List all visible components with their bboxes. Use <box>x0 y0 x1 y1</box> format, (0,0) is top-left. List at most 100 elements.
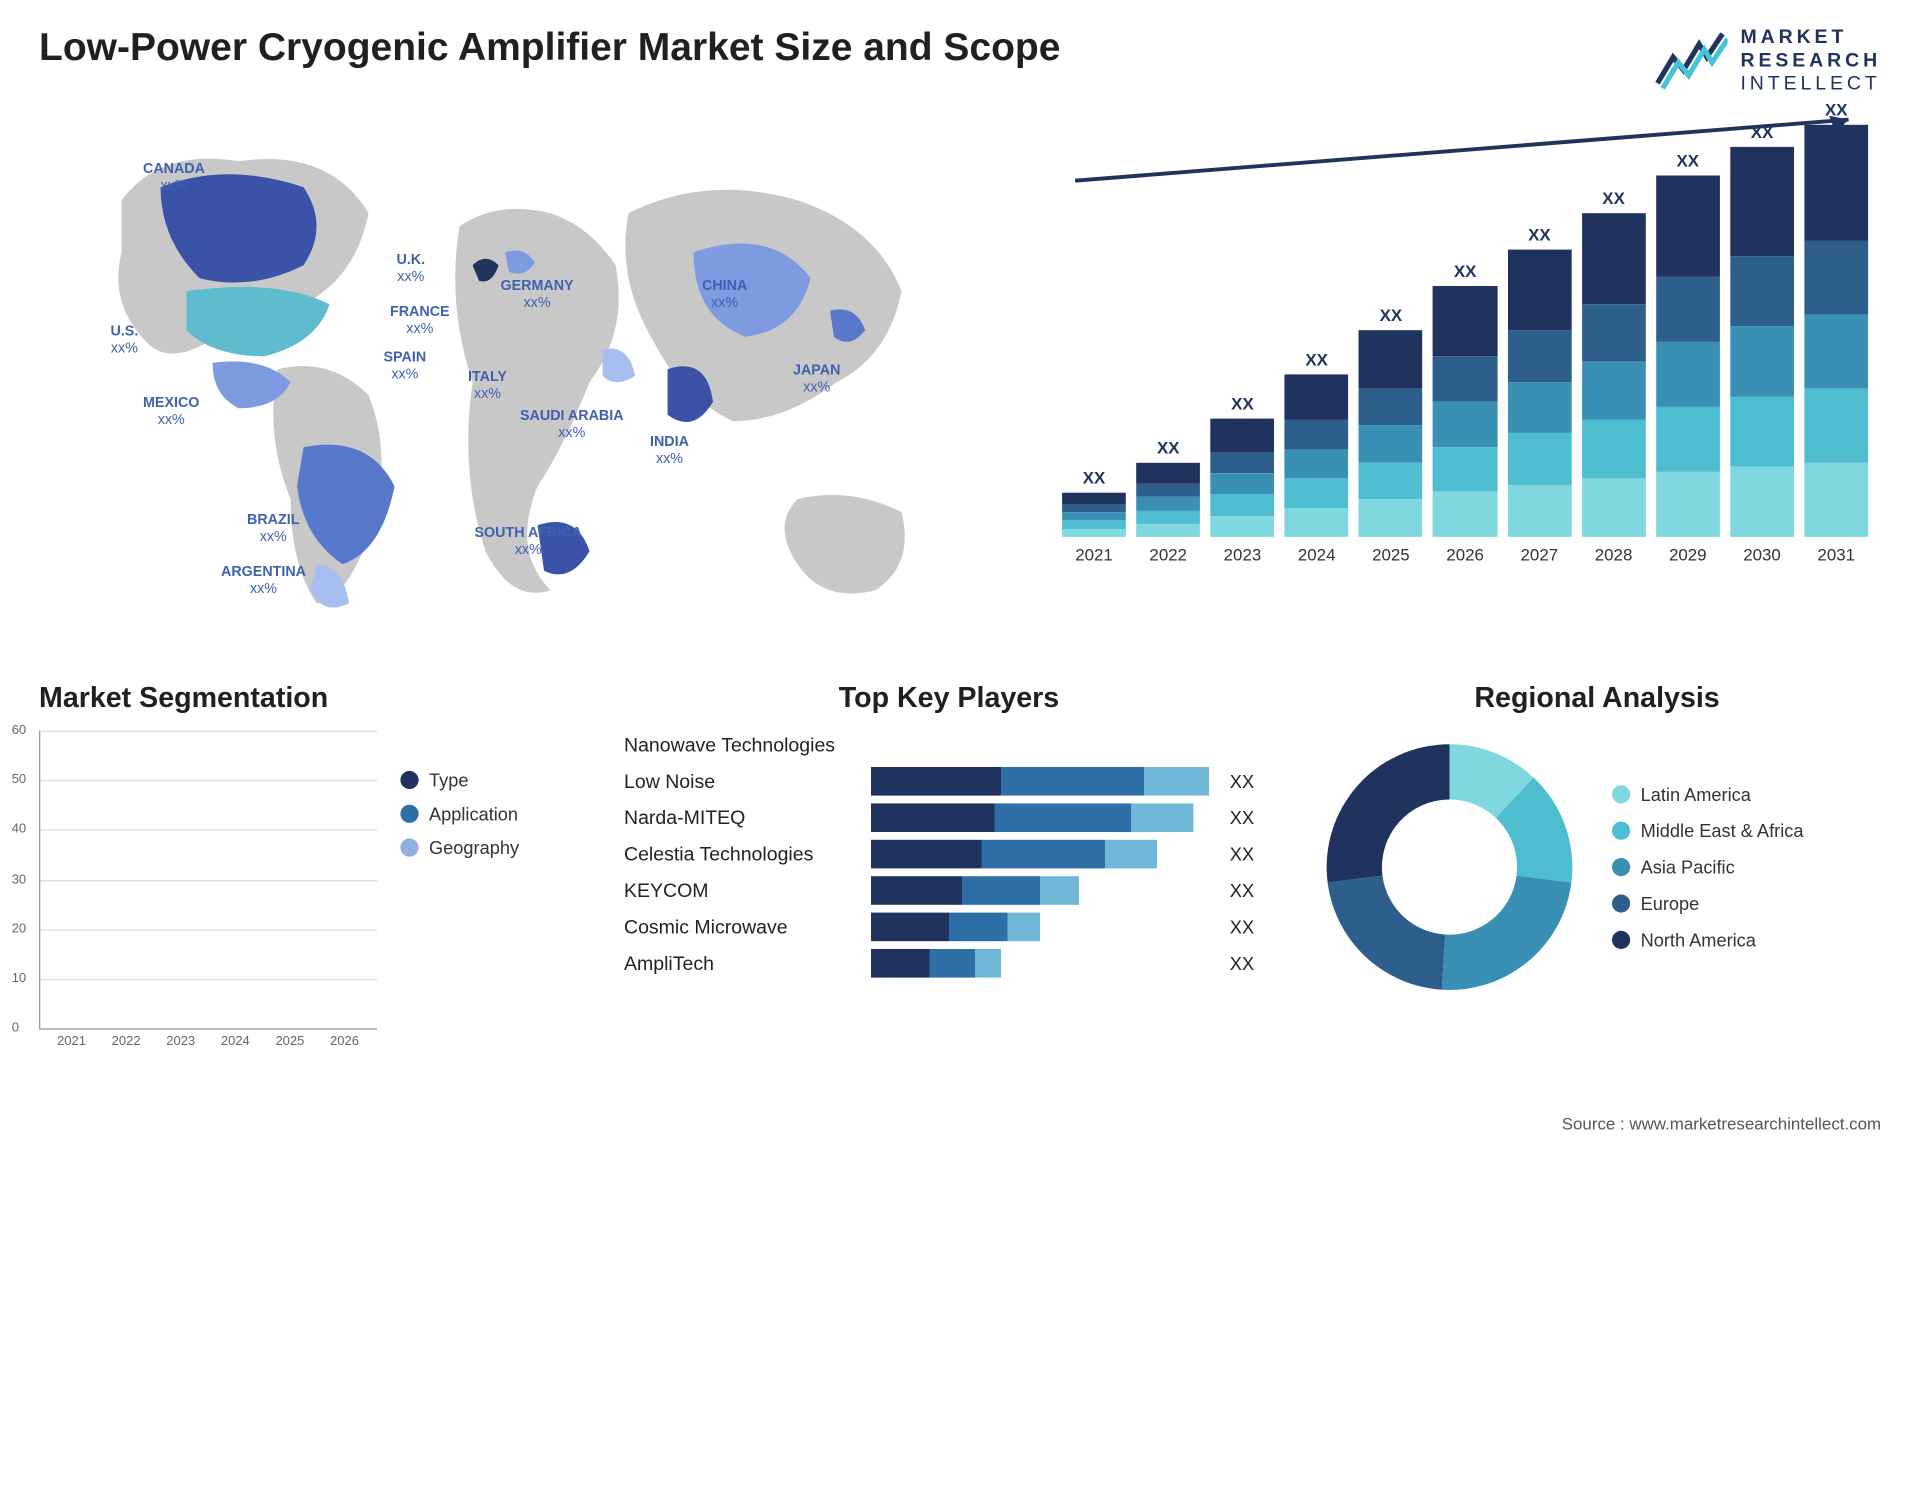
map-label-china: CHINAxx% <box>702 278 747 312</box>
growth-seg <box>1285 479 1349 508</box>
legend-label: Type <box>429 770 468 791</box>
kp-row: Celestia TechnologiesXX <box>624 840 1274 869</box>
growth-seg <box>1359 463 1423 500</box>
growth-col-2021: XX2021 <box>1062 468 1126 564</box>
growth-seg <box>1730 326 1794 396</box>
region-legend-row: Europe <box>1612 893 1803 914</box>
legend-dot <box>1612 894 1630 912</box>
legend-dot <box>400 805 418 823</box>
growth-seg <box>1433 402 1497 447</box>
regional-panel: Regional Analysis Latin AmericaMiddle Ea… <box>1313 681 1881 1049</box>
kp-seg <box>871 949 930 978</box>
growth-col-2023: XX2023 <box>1211 394 1275 564</box>
growth-seg <box>1507 434 1571 486</box>
keyplayers-title: Top Key Players <box>624 681 1274 715</box>
kp-bar <box>871 731 1209 760</box>
growth-seg <box>1804 463 1868 537</box>
region-legend-row: Latin America <box>1612 784 1803 805</box>
kp-value: XX <box>1230 953 1254 974</box>
growth-seg <box>1582 304 1646 362</box>
growth-seg <box>1582 420 1646 478</box>
growth-seg <box>1136 510 1200 523</box>
growth-seg <box>1804 240 1868 314</box>
page-title: Low-Power Cryogenic Amplifier Market Siz… <box>39 26 1060 70</box>
growth-year-label: 2030 <box>1743 545 1781 565</box>
regional-donut <box>1313 731 1586 1004</box>
map-label-saudi-arabia: SAUDI ARABIAxx% <box>520 408 624 442</box>
logo-line1: MARKET <box>1740 26 1881 49</box>
growth-col-2029: XX2029 <box>1656 151 1720 564</box>
donut-slice <box>1327 744 1450 882</box>
kp-seg <box>981 840 1105 869</box>
region-legend-row: Middle East & Africa <box>1612 820 1803 841</box>
kp-row: Cosmic MicrowaveXX <box>624 913 1274 942</box>
growth-seg <box>1211 473 1275 494</box>
growth-stack <box>1656 176 1720 537</box>
keyplayers-panel: Top Key Players Nanowave Technologies Low… <box>624 681 1274 1049</box>
growth-seg-top <box>1211 419 1275 452</box>
segmentation-panel: Market Segmentation 1020304050600 202120… <box>39 681 585 1049</box>
growth-year-label: 2031 <box>1817 545 1855 565</box>
growth-seg <box>1359 500 1423 537</box>
region-legend-row: Asia Pacific <box>1612 857 1803 878</box>
source-label: Source : www.marketresearchintellect.com <box>1562 1114 1881 1134</box>
segmentation-xaxis: 202120222023202420252026 <box>39 1035 377 1049</box>
seg-ylabel: 20 <box>12 922 26 936</box>
growth-year-label: 2023 <box>1224 545 1262 565</box>
growth-year-label: 2027 <box>1521 545 1559 565</box>
growth-toplabel: XX <box>1157 439 1180 459</box>
growth-bars: XX2021XX2022XX2023XX2024XX2025XX2026XX20… <box>1049 122 1881 564</box>
seg-ylabel: 50 <box>12 773 26 787</box>
growth-toplabel: XX <box>1380 306 1403 326</box>
kp-name: Low Noise <box>624 770 858 792</box>
growth-seg-top <box>1582 213 1646 304</box>
donut-slice <box>1328 876 1446 990</box>
growth-col-2030: XX2030 <box>1730 122 1794 564</box>
growth-stack <box>1359 331 1423 537</box>
seg-legend-row: Geography <box>400 837 519 858</box>
segmentation-legend: Type Application Geography <box>400 731 519 1050</box>
legend-label: Middle East & Africa <box>1641 820 1804 841</box>
kp-seg <box>929 949 975 978</box>
map-label-france: FRANCExx% <box>390 304 450 338</box>
growth-seg-top <box>1804 124 1868 239</box>
map-label-canada: CANADAxx% <box>143 161 205 195</box>
kp-row: Low NoiseXX <box>624 767 1274 796</box>
growth-seg <box>1804 388 1868 462</box>
map-label-u-k-: U.K.xx% <box>397 252 426 286</box>
growth-stack <box>1582 213 1646 537</box>
kp-seg <box>949 913 1008 942</box>
kp-row: KEYCOMXX <box>624 876 1274 905</box>
growth-stack <box>1136 463 1200 537</box>
growth-seg <box>1656 342 1720 407</box>
growth-toplabel: XX <box>1602 188 1625 208</box>
kp-name: Nanowave Technologies <box>624 734 858 756</box>
growth-seg <box>1656 407 1720 472</box>
growth-seg-top <box>1359 331 1423 389</box>
seg-xlabel: 2025 <box>268 1035 312 1049</box>
growth-seg <box>1062 529 1126 537</box>
kp-bar <box>871 840 1209 869</box>
map-label-spain: SPAINxx% <box>384 350 427 384</box>
kp-seg <box>871 767 1001 796</box>
growth-col-2027: XX2027 <box>1507 225 1571 564</box>
growth-col-2028: XX 2028 <box>1582 188 1646 564</box>
growth-year-label: 2029 <box>1669 545 1707 565</box>
growth-year-label: 2028 <box>1595 545 1633 565</box>
legend-label: Application <box>429 803 518 824</box>
donut-slice <box>1442 876 1572 990</box>
growth-stack <box>1062 493 1126 537</box>
map-label-germany: GERMANYxx% <box>500 278 573 312</box>
logo-line2: RESEARCH <box>1740 49 1881 72</box>
legend-dot <box>400 771 418 789</box>
growth-stack <box>1211 419 1275 537</box>
world-map-panel: CANADAxx%U.S.xx%MEXICOxx%BRAZILxx%ARGENT… <box>39 122 1010 642</box>
growth-chart-panel: XX2021XX2022XX2023XX2024XX2025XX2026XX20… <box>1049 122 1881 642</box>
growth-seg <box>1285 420 1349 449</box>
top-row: CANADAxx%U.S.xx%MEXICOxx%BRAZILxx%ARGENT… <box>39 122 1881 642</box>
legend-label: North America <box>1641 929 1756 950</box>
growth-year-label: 2025 <box>1372 545 1410 565</box>
kp-value: XX <box>1230 807 1254 828</box>
growth-seg-top <box>1062 493 1126 504</box>
growth-seg <box>1433 447 1497 492</box>
